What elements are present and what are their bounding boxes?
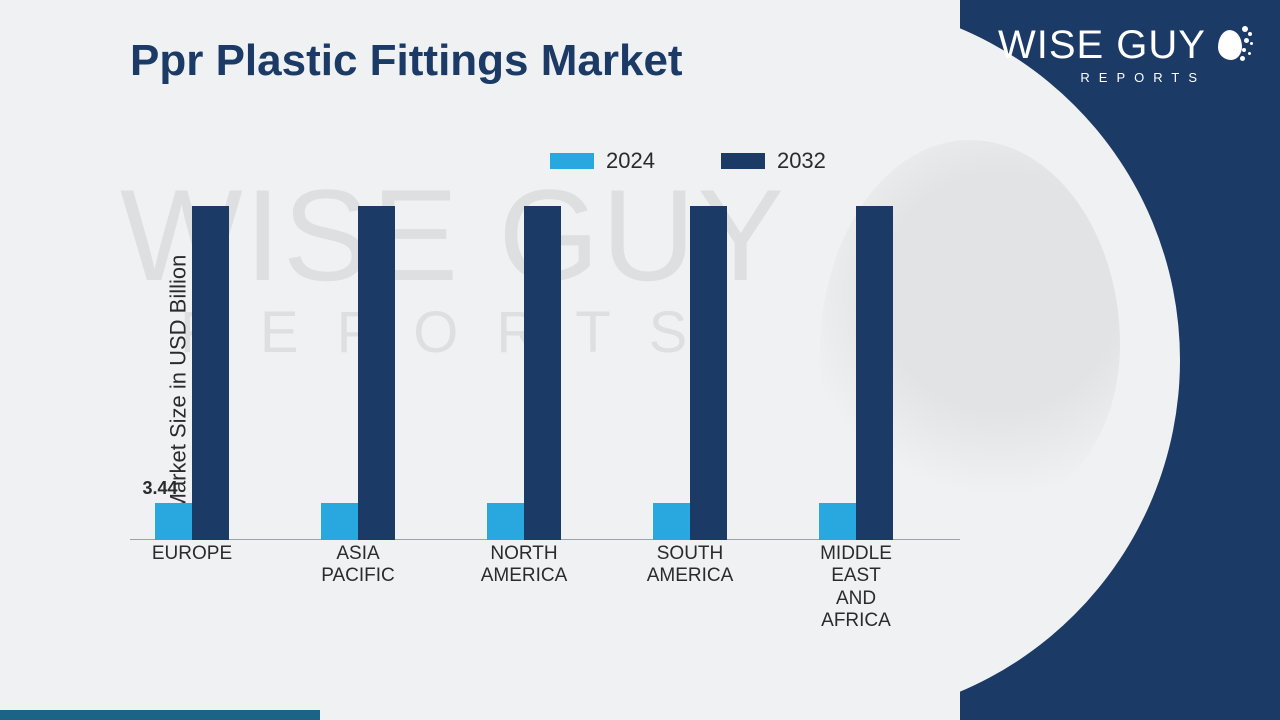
legend-label-2024: 2024 xyxy=(606,148,655,174)
brain-head-icon xyxy=(1212,22,1252,68)
category-label: NORTHAMERICA xyxy=(454,543,594,588)
legend-label-2032: 2032 xyxy=(777,148,826,174)
bar-2024 xyxy=(155,503,192,540)
bar-2024 xyxy=(487,503,524,540)
bar-2024 xyxy=(653,503,690,540)
category-label: ASIAPACIFIC xyxy=(288,543,428,588)
bar-group xyxy=(646,206,734,540)
bar-2024 xyxy=(819,503,856,540)
legend-item-2024: 2024 xyxy=(550,148,655,174)
brand-logo: WISE GUY REPORTS xyxy=(980,22,1252,85)
category-label: MIDDLEEASTANDAFRICA xyxy=(786,543,926,633)
plot-area: 3.44EUROPEASIAPACIFICNORTHAMERICASOUTHAM… xyxy=(130,195,960,540)
bar-2032 xyxy=(192,206,229,540)
category-label: SOUTHAMERICA xyxy=(620,543,760,588)
chart-canvas: WISE GUY REPORTS WISE GUY REPORTS Ppr Pl… xyxy=(0,0,1280,720)
legend-item-2032: 2032 xyxy=(721,148,826,174)
bar-value-label: 3.44 xyxy=(135,479,185,497)
bar-2032 xyxy=(524,206,561,540)
bar-group xyxy=(314,206,402,540)
bar-2032 xyxy=(856,206,893,540)
legend: 2024 2032 xyxy=(550,148,826,174)
legend-swatch-2032 xyxy=(721,153,765,169)
logo-sub-text: REPORTS xyxy=(980,70,1206,85)
bar-2024 xyxy=(321,503,358,540)
bottom-stripe xyxy=(0,710,320,720)
bar-2032 xyxy=(358,206,395,540)
bar-group xyxy=(480,206,568,540)
chart-title: Ppr Plastic Fittings Market xyxy=(130,36,683,86)
right-panel xyxy=(960,0,1280,720)
logo-main-text: WISE GUY xyxy=(998,25,1206,65)
bar-group xyxy=(812,206,900,540)
legend-swatch-2024 xyxy=(550,153,594,169)
bar-2032 xyxy=(690,206,727,540)
category-label: EUROPE xyxy=(122,543,262,565)
